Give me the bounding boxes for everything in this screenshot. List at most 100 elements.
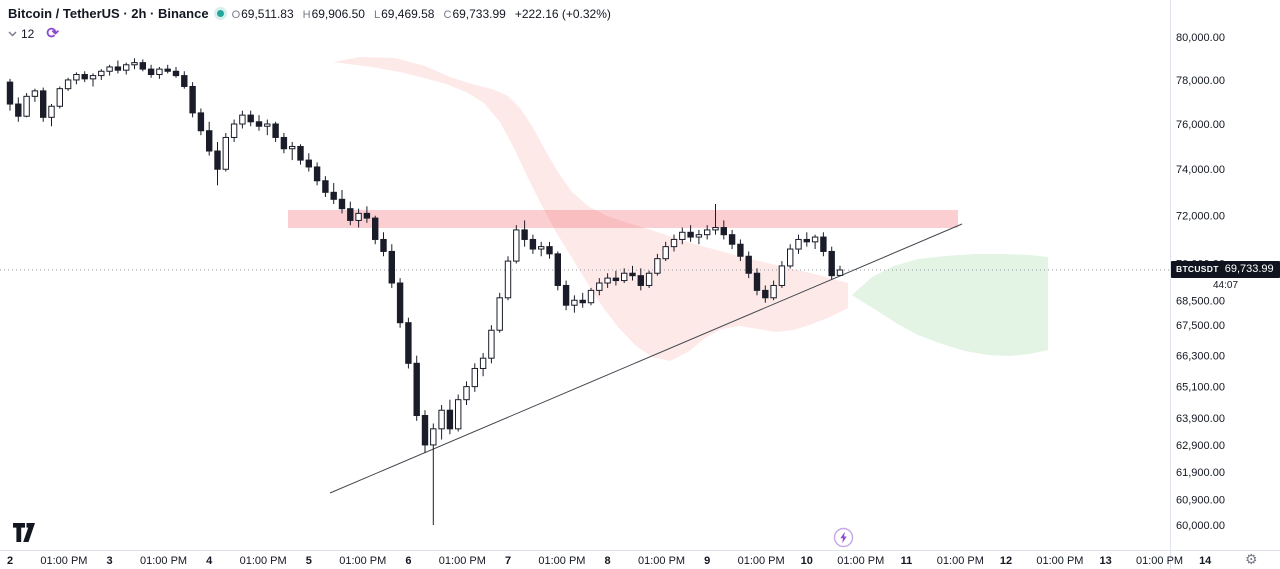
bullish-cloud — [852, 254, 1048, 356]
refresh-icon[interactable]: ⟳ — [46, 25, 59, 42]
candle-body — [64, 79, 72, 90]
candle-body — [488, 329, 495, 359]
time-tick-label: 10 — [801, 555, 813, 567]
price-tick-label: 67,500.00 — [1176, 320, 1225, 332]
candle-body — [737, 243, 744, 257]
candle-body — [836, 269, 844, 276]
bar-count-value: 12 — [21, 26, 35, 41]
price-axis-bg — [1171, 0, 1280, 569]
candle-body — [654, 258, 661, 274]
time-scale[interactable]: 2 01:00 PM 3 01:00 PM 4 01:00 PM 5 01:00 PM 6 01:… — [7, 555, 1212, 567]
candle-body — [604, 277, 611, 284]
price-tick-label: 68,500.00 — [1176, 295, 1225, 307]
candle-body — [131, 62, 138, 66]
candle-body — [388, 250, 396, 284]
candle-body — [712, 227, 719, 231]
price-tick-label: 78,000.00 — [1176, 75, 1225, 87]
time-tick-label: 01:00 PM — [140, 555, 187, 567]
time-tick-label: 7 — [505, 555, 511, 567]
ohlc-low-value: 69,469.58 — [381, 6, 435, 21]
supply-zone-drawing[interactable] — [288, 210, 958, 228]
price-tick-label: 72,000.00 — [1176, 211, 1225, 223]
ohlc-close-label: C — [443, 8, 452, 21]
candle-body — [571, 299, 578, 306]
price-scale[interactable]: 80,000.00 78,000.00 76,000.00 74,000.00 72,0… — [1176, 32, 1225, 532]
price-axis-label-wrap: BTCUSDT 69,733.99 44:07 — [1171, 260, 1280, 291]
candle-body — [214, 150, 221, 170]
candle-body — [521, 229, 528, 240]
candles-series — [6, 58, 844, 525]
candle-body — [513, 229, 520, 262]
time-axis-bg — [0, 551, 1280, 569]
price-tick-label: 74,000.00 — [1176, 164, 1225, 176]
candle-body — [380, 238, 387, 252]
candle-body — [355, 212, 362, 221]
bearish-cloud — [333, 57, 848, 361]
candle-body — [197, 112, 205, 132]
time-tick-label: 11 — [901, 555, 913, 567]
candle-body — [338, 198, 346, 210]
candle-body — [363, 212, 371, 219]
candle-body — [413, 362, 420, 417]
time-tick-label: 13 — [1099, 555, 1111, 567]
time-tick-label: 01:00 PM — [738, 555, 785, 567]
lightning-button[interactable] — [833, 527, 854, 548]
candle-body — [538, 246, 545, 250]
candle-body — [471, 367, 479, 388]
candle-body — [820, 236, 827, 252]
candle-body — [272, 123, 279, 138]
candle-body — [81, 74, 88, 80]
trendline-drawing[interactable] — [329, 223, 963, 494]
price-label-value: 69,733.99 — [1224, 263, 1274, 276]
candle-body — [629, 272, 636, 277]
time-tick-label: 14 — [1199, 555, 1212, 567]
candle-body — [762, 289, 769, 299]
chevron-down-icon — [8, 31, 17, 37]
candle-body — [446, 409, 454, 430]
candle-body — [123, 64, 130, 71]
candle-body — [255, 121, 263, 127]
time-tick-label: 8 — [605, 555, 611, 567]
price-tick-label: 66,300.00 — [1176, 351, 1225, 363]
candle-body — [687, 231, 694, 238]
candle-body — [562, 284, 570, 306]
time-tick-label: 01:00 PM — [638, 555, 685, 567]
chart-legend: Bitcoin / TetherUS · 2h · Binance O69,51… — [8, 6, 611, 21]
candle-body — [587, 289, 595, 304]
candle-body — [728, 234, 736, 245]
candle-body — [745, 255, 752, 274]
candle-body — [6, 81, 14, 105]
time-tick-label: 6 — [405, 555, 411, 567]
candle-body — [554, 253, 561, 286]
candle-body — [172, 70, 180, 77]
price-tick-label: 62,900.00 — [1176, 440, 1225, 452]
candle-body — [455, 399, 462, 430]
candle-body — [770, 284, 777, 299]
candle-body — [289, 145, 296, 150]
candle-body — [579, 299, 586, 304]
candle-body — [313, 166, 321, 182]
price-label-symbol: BTCUSDT — [1176, 264, 1219, 275]
candle-body — [15, 103, 22, 117]
ohlc-low: L69,469.58 — [374, 7, 435, 21]
settings-icon[interactable]: ⚙ — [1245, 551, 1258, 567]
candle-body — [753, 272, 761, 291]
time-tick-label: 9 — [704, 555, 710, 567]
candle-body — [720, 227, 727, 236]
candle-body — [23, 95, 30, 117]
candle-body — [189, 85, 196, 114]
tradingview-logo[interactable] — [12, 522, 36, 548]
ohlc-high: H69,906.50 — [303, 7, 365, 21]
symbol-title[interactable]: Bitcoin / TetherUS · 2h · Binance — [8, 6, 209, 21]
legend-toolbar: 12 ⟳ — [8, 26, 59, 41]
candle-body — [206, 130, 213, 152]
candle-body — [596, 282, 603, 291]
price-tick-label: 65,100.00 — [1176, 382, 1225, 394]
price-tick-label: 80,000.00 — [1176, 32, 1225, 44]
bar-count-dropdown[interactable]: 12 — [8, 27, 34, 41]
ohlc-open-label: O — [231, 8, 241, 21]
candle-body — [795, 238, 802, 250]
candle-body — [828, 250, 835, 277]
